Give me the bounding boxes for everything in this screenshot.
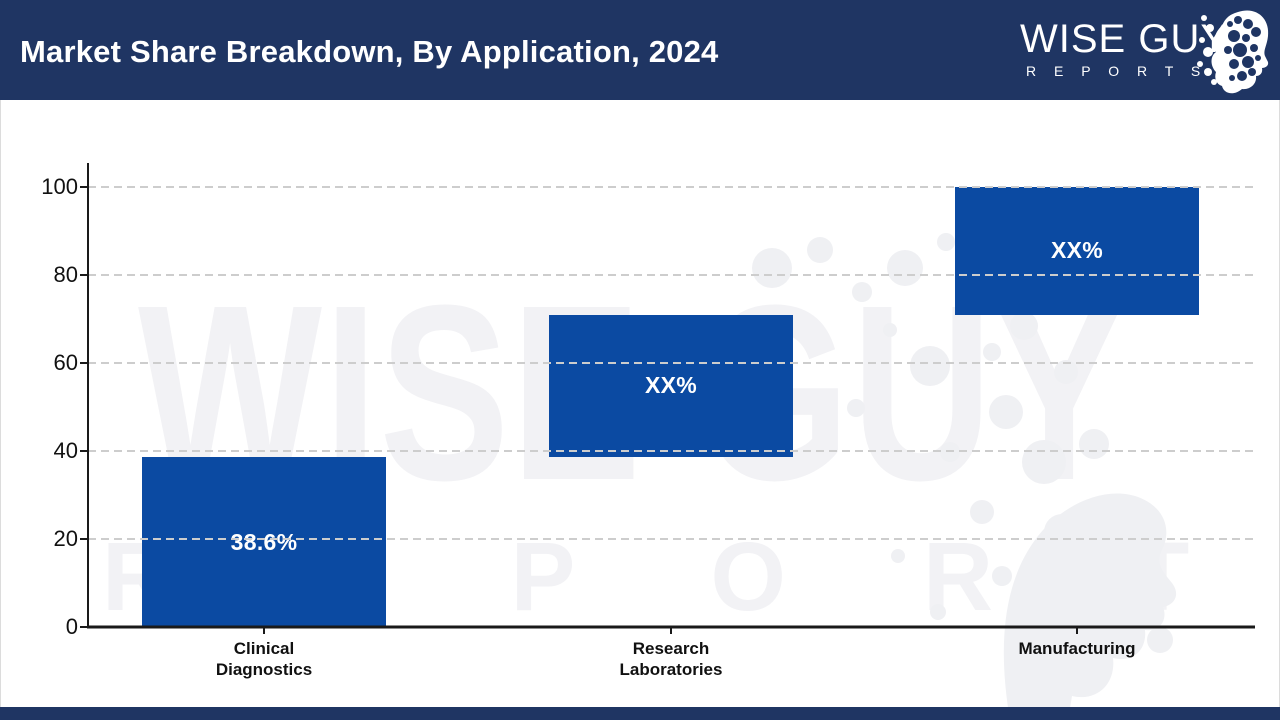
bar-manufacturing: XX%	[955, 187, 1199, 315]
y-axis-tick-label: 20	[53, 526, 78, 551]
header-bar: Market Share Breakdown, By Application, …	[0, 0, 1280, 100]
y-axis-tick-label: 100	[41, 174, 78, 199]
category-label-line: Diagnostics	[215, 660, 313, 679]
y-axis-tick-label: 80	[53, 262, 78, 287]
page-title: Market Share Breakdown, By Application, …	[20, 34, 719, 69]
category-label-line: Clinical	[233, 639, 295, 658]
category-label-line: Manufacturing	[1018, 639, 1136, 658]
footer-bar	[0, 707, 1280, 720]
bar-value-label: XX%	[644, 372, 698, 399]
logo-face-icon	[1197, 10, 1269, 94]
bar-value-label: XX%	[1050, 237, 1104, 264]
wiseguy-reports-logo: WISE GUY R E P O R T S	[1020, 10, 1269, 94]
category-label-line: Research	[632, 639, 710, 658]
y-axis-tick-label: 60	[53, 350, 78, 375]
logo-brand-text: WISE GUY	[1020, 17, 1228, 61]
y-axis-tick-label: 40	[53, 438, 78, 463]
x-axis-category-label: Research Laboratories	[551, 638, 791, 680]
logo-reports-text: R E P O R T S	[1026, 63, 1207, 79]
x-axis-category-label: Clinical Diagnostics	[144, 638, 384, 680]
y-axis-tick-label: 0	[65, 614, 78, 639]
bar-clinical-diagnostics: 38.6%	[142, 457, 386, 627]
category-label-line: Laboratories	[619, 660, 723, 679]
bar-research-laboratories: XX%	[549, 314, 793, 458]
x-axis-category-label: Manufacturing	[957, 638, 1197, 659]
bar-value-label: 38.6%	[230, 528, 298, 555]
